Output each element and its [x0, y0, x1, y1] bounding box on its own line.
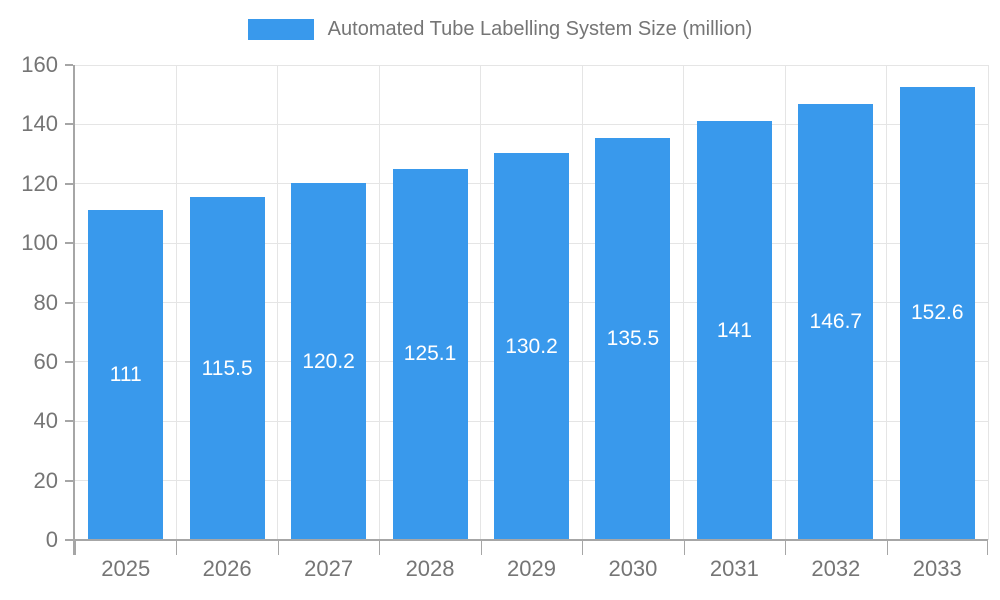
- gridline-vertical: [886, 65, 888, 540]
- legend: Automated Tube Labelling System Size (mi…: [0, 18, 1000, 41]
- x-tick-label: 2030: [608, 556, 658, 581]
- y-tick-label: 120: [21, 170, 58, 196]
- y-tick-label: 0: [45, 527, 58, 552]
- x-tick-label: 2033: [912, 556, 962, 581]
- y-tick-mark: [65, 123, 73, 126]
- y-tick-label: 100: [21, 230, 58, 256]
- bar-value-label: 130.2: [505, 334, 558, 358]
- y-tick-mark: [65, 242, 73, 245]
- x-tick-label: 2031: [709, 556, 759, 581]
- bar-value-label: 111: [109, 363, 142, 387]
- bar-value-label: 115.5: [201, 356, 253, 380]
- y-tick-label: 40: [33, 408, 58, 434]
- legend-item[interactable]: Automated Tube Labelling System Size (mi…: [247, 18, 753, 41]
- y-tick-mark: [65, 420, 73, 423]
- x-tick-label: 2032: [811, 556, 861, 581]
- gridline-vertical: [480, 65, 482, 540]
- y-tick-mark: [65, 182, 73, 185]
- y-tick-mark: [65, 64, 73, 66]
- x-tick-mark: [480, 540, 482, 555]
- y-tick-label: 80: [33, 289, 58, 315]
- bar[interactable]: 135.5: [595, 137, 671, 540]
- x-axis-labels: 2025 2026 2027 2028 2029 2030 2031 2032 2033: [75, 556, 988, 586]
- bar[interactable]: 115.5: [189, 197, 265, 540]
- y-axis-line: [73, 65, 75, 555]
- gridline-horizontal: [75, 64, 988, 66]
- x-tick-mark: [176, 540, 178, 555]
- legend-label: Automated Tube Labelling System Size (mi…: [327, 18, 753, 40]
- bar[interactable]: 130.2: [493, 153, 570, 540]
- bar-value-label: 146.7: [809, 310, 863, 334]
- y-tick-mark: [65, 360, 73, 363]
- y-tick-mark: [65, 479, 73, 482]
- gridline-vertical: [378, 65, 380, 540]
- plot-area: 111 115.5 120.2 125.1 130.2 135.5 141 146.7 152.…: [75, 64, 989, 540]
- bar[interactable]: 120.2: [291, 183, 367, 540]
- x-axis-ticks: [75, 540, 988, 555]
- x-tick-label: 2028: [405, 556, 455, 581]
- bar[interactable]: 141: [696, 121, 772, 540]
- x-tick-label: 2029: [507, 556, 556, 581]
- x-tick-label: 2027: [304, 556, 354, 581]
- gridline-vertical: [581, 65, 583, 540]
- y-tick-label: 140: [21, 111, 58, 137]
- y-axis-labels: 0 20 40 60 80 100 120 140 160: [0, 53, 58, 552]
- y-axis-ticks: [65, 64, 73, 541]
- x-tick-label: 2025: [101, 556, 151, 581]
- gridline-horizontal: [75, 123, 988, 125]
- x-tick-mark: [277, 540, 279, 555]
- bar-value-label: 141: [716, 318, 752, 342]
- x-tick-mark: [582, 540, 584, 555]
- y-tick-label: 160: [21, 52, 58, 77]
- x-tick-mark: [785, 540, 787, 555]
- gridline-vertical: [175, 65, 177, 540]
- x-tick-label: 2026: [202, 556, 252, 581]
- bar-value-label: 135.5: [606, 326, 660, 350]
- y-tick-mark: [65, 301, 73, 304]
- bar-value-label: 152.6: [910, 301, 964, 325]
- bar[interactable]: 125.1: [392, 168, 468, 540]
- x-tick-mark: [75, 540, 76, 555]
- gridline-vertical: [683, 65, 685, 540]
- x-axis-line: [75, 539, 988, 541]
- bar-value-label: 125.1: [403, 342, 457, 366]
- gridline-vertical: [987, 65, 989, 540]
- x-tick-mark: [987, 540, 988, 555]
- bar[interactable]: 146.7: [798, 104, 874, 540]
- bar[interactable]: 152.6: [899, 86, 975, 540]
- y-tick-label: 20: [33, 467, 58, 493]
- x-tick-mark: [683, 540, 685, 555]
- legend-swatch-icon: [247, 19, 314, 40]
- x-tick-mark: [379, 540, 381, 555]
- x-tick-mark: [886, 540, 888, 555]
- y-tick-label: 60: [33, 348, 58, 374]
- gridline-vertical: [784, 65, 786, 540]
- gridline-vertical: [277, 65, 279, 540]
- bar[interactable]: 111: [88, 210, 164, 540]
- y-tick-mark: [65, 539, 73, 541]
- bar-value-label: 120.2: [302, 349, 355, 373]
